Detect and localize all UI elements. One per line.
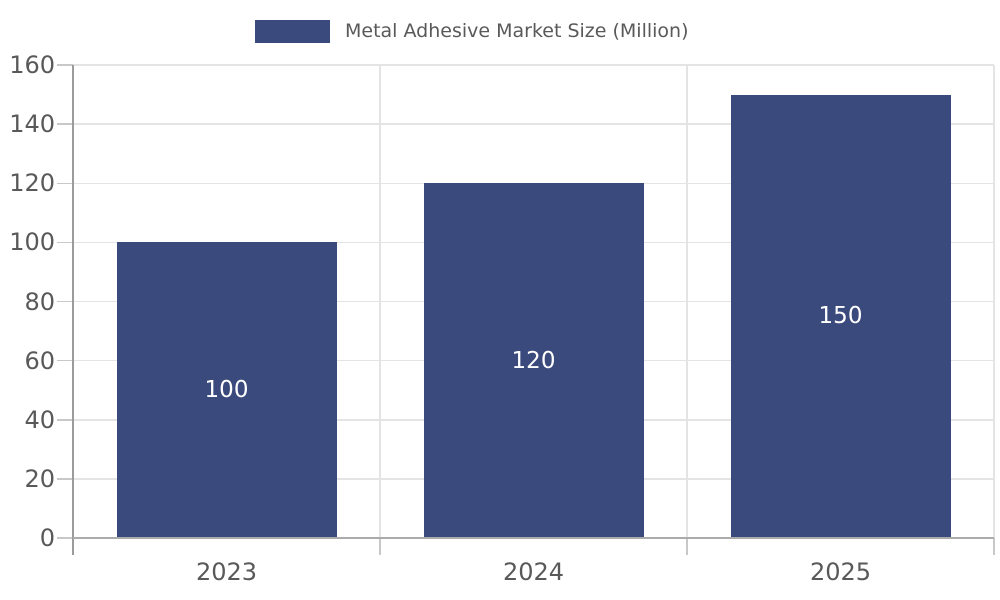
h-gridline <box>73 123 994 125</box>
y-tick-label: 100 <box>9 228 55 257</box>
bar-value-label: 120 <box>511 347 556 374</box>
h-gridline <box>73 64 994 66</box>
y-axis-line <box>72 65 74 555</box>
y-axis-tick <box>57 123 73 125</box>
v-gridline <box>686 65 688 538</box>
y-tick-label: 80 <box>24 287 55 316</box>
x-tick-label: 2025 <box>809 558 872 586</box>
x-axis-tick <box>993 538 995 555</box>
y-axis-tick <box>57 478 73 480</box>
bar-value-label: 150 <box>818 303 863 330</box>
legend-label: Metal Adhesive Market Size (Million) <box>345 20 689 42</box>
x-tick-label: 2023 <box>195 558 258 586</box>
y-tick-label: 20 <box>24 464 55 493</box>
y-tick-label: 120 <box>9 169 55 198</box>
y-axis-tick <box>57 359 73 362</box>
y-tick-label: 140 <box>9 110 55 139</box>
y-axis-tick <box>57 64 73 66</box>
v-gridline <box>993 65 995 538</box>
y-axis-tick <box>57 419 73 421</box>
y-tick-label: 0 <box>39 524 55 552</box>
bar-value-label: 100 <box>204 377 249 404</box>
x-tick-label: 2024 <box>502 558 565 586</box>
bar-2024[interactable] <box>423 183 644 538</box>
bar-2023[interactable] <box>116 242 337 538</box>
bar-2025[interactable] <box>730 94 951 538</box>
x-axis-tick <box>686 538 688 555</box>
legend-swatch <box>255 20 330 43</box>
x-axis-tick <box>379 538 381 555</box>
y-axis-tick <box>57 182 73 184</box>
y-axis-tick <box>57 537 73 539</box>
y-tick-label: 60 <box>24 346 55 375</box>
x-axis-line <box>73 537 994 539</box>
y-tick-label: 40 <box>24 405 55 434</box>
y-axis-tick <box>57 300 73 303</box>
y-axis-tick <box>57 241 73 244</box>
legend-item[interactable]: Metal Adhesive Market Size (Million) <box>255 20 689 43</box>
y-tick-label: 160 <box>9 51 55 79</box>
v-gridline <box>379 65 381 538</box>
